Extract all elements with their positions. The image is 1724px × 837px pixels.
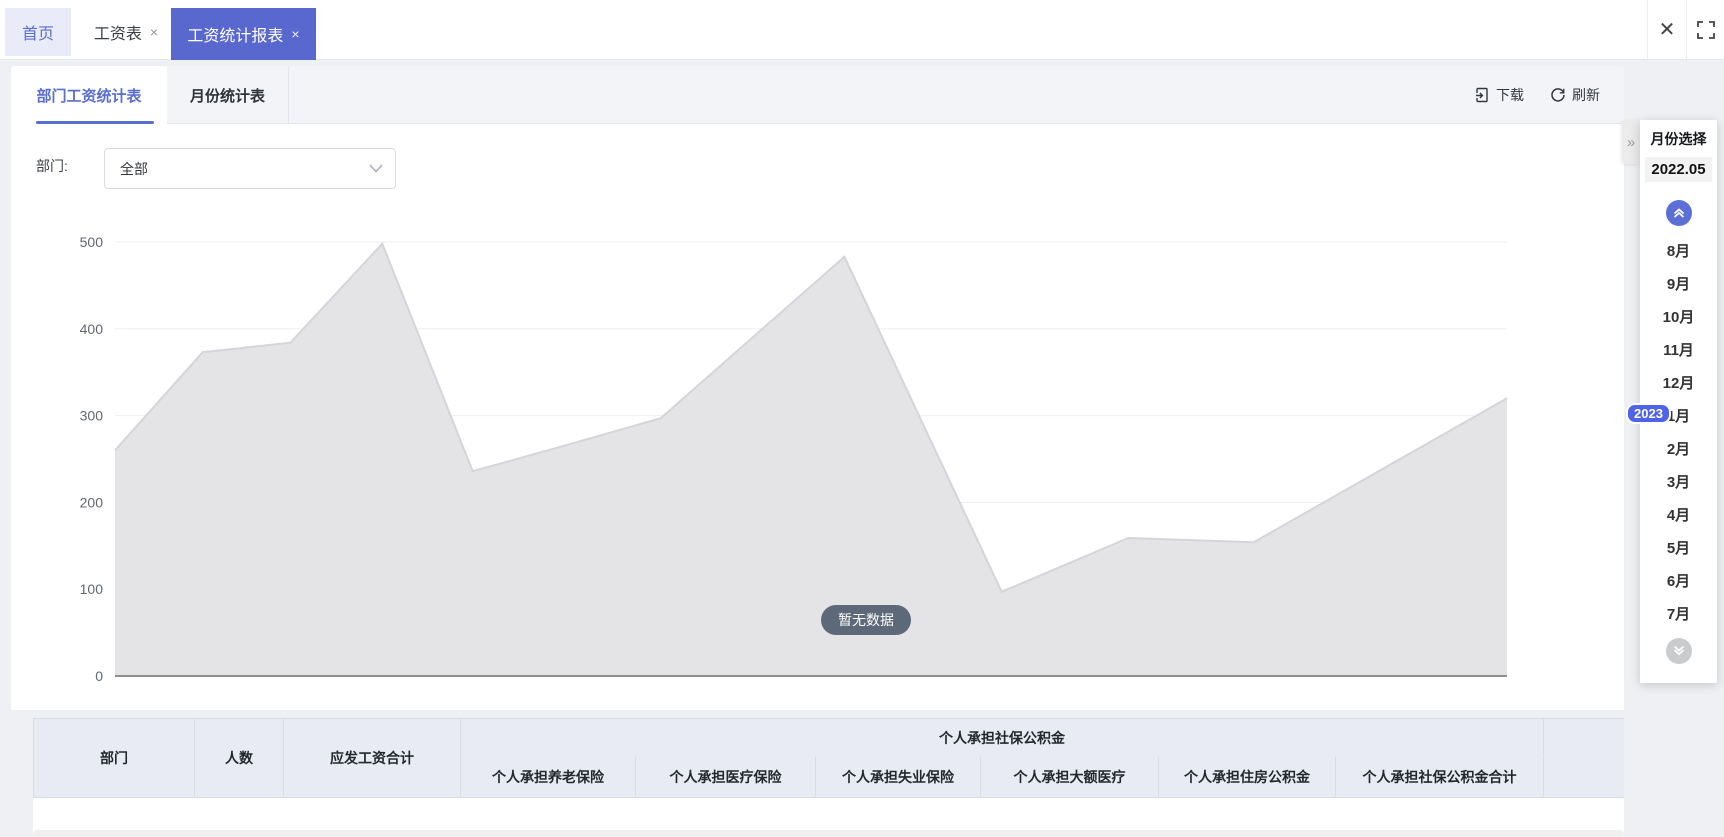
month-item[interactable]: 10月 (1662, 309, 1695, 326)
table-column-header: 个人承担社保公积金合计 (1334, 756, 1545, 798)
close-tab-icon[interactable]: × (291, 26, 300, 42)
table-column-header: 个人承担住房公积金 (1158, 756, 1336, 798)
window-tab-home-label: 首页 (21, 26, 54, 43)
month-item[interactable]: 11月 (1663, 342, 1694, 359)
month-item[interactable]: 9月 (1666, 276, 1691, 293)
table-column-header: 公司承担 (1543, 756, 1624, 798)
window-tab-payroll-label: 工资表 (93, 26, 142, 43)
month-item[interactable]: 2月 (1666, 441, 1691, 458)
year-badge: 2023 (1626, 403, 1671, 424)
report-card: 部门工资统计表 月份统计表 下载 刷新 部门: 全 (11, 66, 1624, 710)
close-window-button[interactable]: ✕ (1647, 0, 1686, 59)
refresh-label: 刷新 (1572, 87, 1600, 103)
table-column-header: 人数 (194, 718, 284, 798)
scroll-months-up-button[interactable] (1665, 200, 1692, 226)
tab-month-stats[interactable]: 月份统计表 (167, 66, 289, 124)
window-tab-report-active[interactable]: 工资统计报表 × (171, 8, 316, 60)
subtab-strip: 部门工资统计表 月份统计表 下载 刷新 (11, 66, 1624, 124)
table-group-header: 个人承担社保公积金 (459, 718, 1545, 757)
refresh-icon (1551, 88, 1565, 102)
svg-text:500: 500 (80, 234, 104, 250)
window-tab-bar: 首页 工资表 × 工资统计报表 × ✕ (0, 0, 1724, 60)
fullscreen-icon (1697, 20, 1715, 39)
scroll-months-down-button[interactable] (1665, 638, 1692, 664)
close-icon: ✕ (1658, 19, 1676, 41)
department-filter-label: 部门: (36, 158, 68, 174)
month-item[interactable]: 1月 (1666, 408, 1691, 425)
close-tab-icon[interactable]: × (149, 24, 159, 40)
statistics-table-container: 部门 人数 应发工资合计 个人承担社保公积金 个人承担养老保险 个人承担医疗保险 个人承担… (33, 718, 1624, 837)
month-item[interactable]: 4月 (1666, 507, 1691, 524)
no-data-badge: 暂无数据 (821, 605, 911, 635)
table-column-header: 个人承担失业保险 (815, 756, 981, 798)
chevron-double-down-icon (1673, 645, 1684, 656)
svg-text:400: 400 (80, 321, 104, 337)
chevron-down-icon (369, 164, 383, 173)
month-item[interactable]: 8月 (1666, 243, 1691, 260)
department-select[interactable]: 全部 (104, 148, 396, 189)
chevron-double-right-icon: » (1626, 133, 1636, 151)
svg-text:300: 300 (80, 408, 104, 424)
svg-text:100: 100 (80, 581, 104, 597)
table-column-header: 应发工资合计 (283, 718, 461, 798)
horizontal-scrollbar[interactable] (33, 830, 1624, 837)
month-item[interactable]: 5月 (1666, 540, 1691, 557)
svg-text:0: 0 (95, 668, 103, 684)
tab-label: 部门工资统计表 (36, 87, 142, 105)
month-item[interactable]: 7月 (1666, 606, 1691, 623)
chart-actions: 下载 刷新 (1474, 66, 1600, 124)
window-tab-payroll[interactable]: 工资表 × (80, 8, 172, 56)
svg-text:200: 200 (80, 494, 104, 510)
chevron-double-up-icon (1673, 208, 1684, 218)
statistics-table: 部门 人数 应发工资合计 个人承担社保公积金 个人承担养老保险 个人承担医疗保险 个人承担… (33, 718, 1624, 830)
download-icon (1476, 87, 1488, 103)
month-selection-panel: 月份选择 2022.05 8月 9月 10月 11月 12月 1月 2月 3月 4月 5月 6月 7月… (1626, 120, 1717, 683)
refresh-button[interactable]: 刷新 (1550, 85, 1600, 105)
active-tab-underline (36, 121, 154, 124)
table-column-header: 个人承担大额医疗 (980, 756, 1159, 798)
window-tab-report-label: 工资统计报表 (187, 28, 284, 45)
table-column-header: 个人承担医疗保险 (635, 756, 816, 798)
months-list: 8月 9月 10月 11月 12月 1月 2月 3月 4月 5月 6月 7月 (1640, 234, 1717, 630)
month-item[interactable]: 6月 (1666, 573, 1691, 590)
table-column-header: 部门 (33, 718, 195, 798)
download-button[interactable]: 下载 (1474, 85, 1524, 105)
window-tab-home[interactable]: 首页 (5, 8, 71, 56)
area-chart: 0 100 200 300 400 500 暂无数据 (60, 230, 1620, 706)
table-empty-body-row (33, 797, 1624, 830)
tab-label: 月份统计表 (189, 87, 265, 105)
tab-department-salary-stats[interactable]: 部门工资统计表 (11, 66, 167, 124)
table-group-header (1543, 718, 1624, 757)
table-column-header: 个人承担养老保险 (460, 756, 636, 798)
download-label: 下载 (1496, 87, 1524, 103)
month-item[interactable]: 3月 (1666, 474, 1691, 491)
fullscreen-button[interactable] (1686, 0, 1724, 59)
collapse-panel-button[interactable]: » (1622, 120, 1640, 164)
month-panel-title: 月份选择 (1650, 131, 1707, 147)
current-month-value: 2022.05 (1645, 157, 1712, 182)
area-chart-canvas: 0 100 200 300 400 500 (80, 234, 1508, 684)
department-select-value: 全部 (120, 160, 148, 177)
month-item[interactable]: 12月 (1662, 375, 1695, 392)
